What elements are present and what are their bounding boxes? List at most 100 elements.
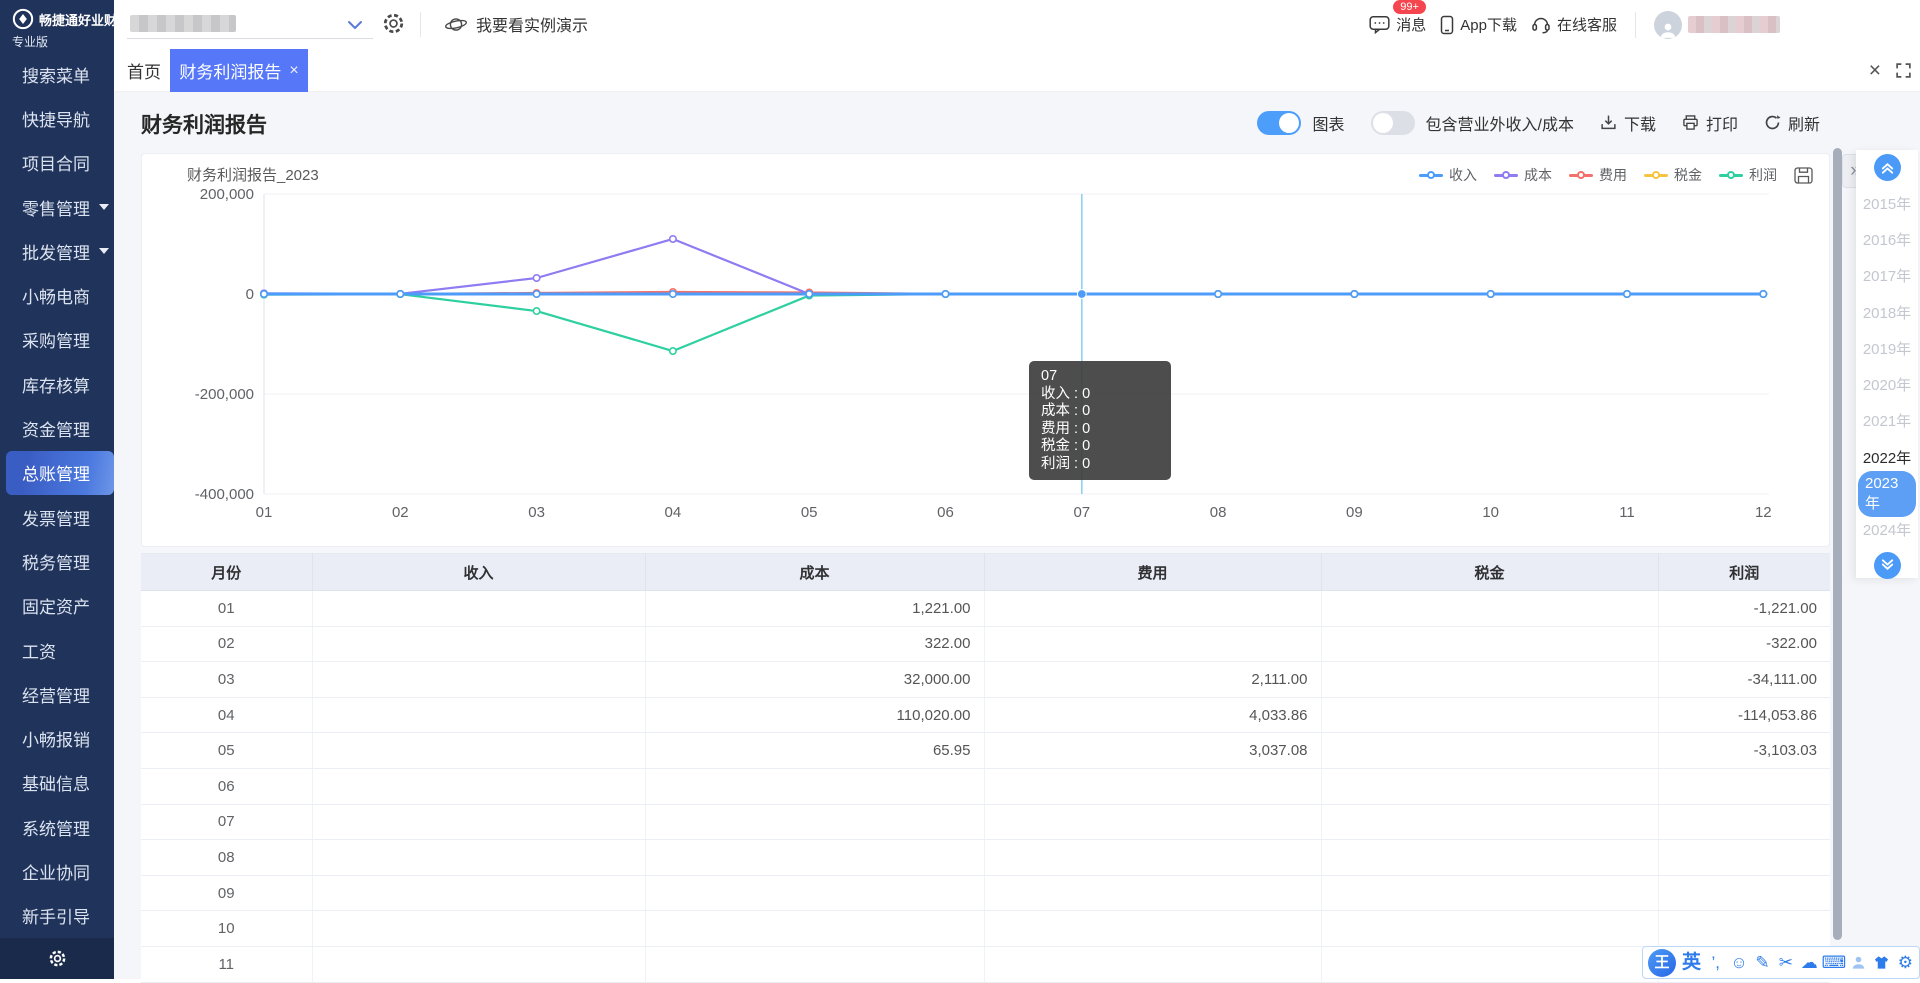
gear-icon[interactable] [382, 12, 405, 40]
legend-item-税金[interactable]: 税金 [1644, 165, 1702, 185]
legend-marker-icon [1644, 171, 1668, 180]
sidebar-item-快捷导航[interactable]: 快捷导航 [0, 96, 114, 140]
sidebar-item-小畅电商[interactable]: 小畅电商 [0, 273, 114, 317]
download-icon [1600, 114, 1617, 131]
sidebar-item-企业协同[interactable]: 企业协同 [0, 849, 114, 893]
svg-text:01: 01 [256, 504, 273, 521]
sidebar-item-项目合同[interactable]: 项目合同 [0, 141, 114, 185]
ime-punctuation-button[interactable]: ’, [1711, 953, 1720, 972]
app-download-button[interactable]: App下载 [1440, 14, 1517, 35]
chevron-down-icon [99, 204, 109, 211]
ime-emoji-button[interactable]: ☺ [1730, 953, 1748, 972]
legend-marker-icon [1419, 171, 1443, 180]
sidebar-item-库存核算[interactable]: 库存核算 [0, 362, 114, 406]
save-image-icon[interactable] [1794, 166, 1813, 184]
legend-item-成本[interactable]: 成本 [1494, 165, 1552, 185]
ime-keyboard-button[interactable]: ⌨ [1821, 953, 1847, 972]
cell-month: 05 [141, 732, 313, 769]
ime-handwriting-button[interactable]: ✎ [1755, 953, 1770, 972]
app-download-label: App下载 [1460, 17, 1517, 34]
chevron-down-icon[interactable] [347, 17, 363, 35]
tooltip-line: 成本 : 0 [1041, 403, 1091, 419]
legend-item-收入[interactable]: 收入 [1419, 165, 1477, 185]
ime-logo-wang[interactable]: 王 [1648, 948, 1676, 977]
messages-button[interactable]: 消息 99+ [1369, 0, 1426, 35]
ime-scissors-button[interactable]: ✂ [1778, 953, 1793, 972]
ime-skin-button[interactable] [1873, 955, 1890, 970]
sidebar-item-批发管理[interactable]: 批发管理 [0, 229, 114, 273]
cell-value: 4,033.86 [984, 697, 1322, 734]
ime-person-button[interactable] [1850, 955, 1867, 970]
cell-value [1321, 839, 1659, 876]
cell-month: 02 [141, 626, 313, 663]
year-item-2020年[interactable]: 2020年 [1858, 366, 1916, 402]
legend-item-费用[interactable]: 费用 [1569, 165, 1627, 185]
demo-link[interactable]: 我要看实例演示 [444, 12, 588, 36]
print-button[interactable]: 打印 [1682, 111, 1738, 135]
scroll-years-down-button[interactable] [1873, 551, 1901, 579]
cell-value: 1,221.00 [645, 590, 985, 627]
settings-gear-icon[interactable] [48, 949, 67, 968]
year-item-2015年[interactable]: 2015年 [1858, 185, 1916, 221]
year-label: 2015年 [1862, 195, 1912, 213]
svg-text:-400,000: -400,000 [195, 486, 254, 503]
vertical-scrollbar[interactable] [1833, 148, 1842, 940]
refresh-label: 刷新 [1787, 116, 1820, 134]
year-item-2017年[interactable]: 2017年 [1858, 258, 1916, 294]
year-item-2018年[interactable]: 2018年 [1858, 294, 1916, 330]
ime-lang-english[interactable]: 英 [1682, 952, 1702, 973]
tab-close-icon[interactable]: × [289, 61, 299, 79]
sidebar-footer [0, 938, 114, 979]
ime-cloud-button[interactable]: ☁ [1800, 953, 1818, 972]
cell-month: 01 [141, 590, 313, 627]
year-item-2019年[interactable]: 2019年 [1858, 330, 1916, 366]
year-item-2021年[interactable]: 2021年 [1858, 403, 1916, 439]
org-selector[interactable] [127, 38, 373, 39]
sidebar-item-工资[interactable]: 工资 [0, 628, 114, 672]
tab-home[interactable]: 首页 [118, 49, 170, 92]
year-label: 2016年 [1862, 231, 1912, 249]
cell-value [312, 875, 646, 912]
sidebar-item-搜索菜单[interactable]: 搜索菜单 [0, 52, 114, 96]
include-nonoperating-toggle[interactable] [1370, 110, 1415, 135]
sidebar-item-新手引导[interactable]: 新手引导 [0, 894, 114, 938]
sidebar-item-税务管理[interactable]: 税务管理 [0, 539, 114, 583]
sidebar-item-固定资产[interactable]: 固定资产 [0, 584, 114, 628]
sidebar-item-零售管理[interactable]: 零售管理 [0, 185, 114, 229]
sidebar-item-经营管理[interactable]: 经营管理 [0, 672, 114, 716]
cell-value [984, 804, 1322, 841]
support-button[interactable]: 在线客服 [1531, 14, 1617, 35]
tab-financial-profit-report[interactable]: 财务利润报告 × [170, 49, 308, 92]
ime-settings-button[interactable]: ⚙ [1897, 953, 1913, 972]
cell-month: 10 [141, 910, 313, 947]
chart-toggle[interactable] [1257, 110, 1302, 135]
year-item-2024年[interactable]: 2024年 [1858, 512, 1916, 548]
sidebar-item-系统管理[interactable]: 系统管理 [0, 805, 114, 849]
scroll-years-up-button[interactable] [1873, 154, 1901, 181]
svg-text:09: 09 [1346, 504, 1363, 521]
close-icon[interactable]: × [1868, 59, 1881, 82]
sidebar-item-label: 项目合同 [22, 155, 90, 175]
download-button[interactable]: 下载 [1600, 111, 1656, 135]
fullscreen-icon[interactable] [1895, 62, 1912, 79]
sidebar-item-发票管理[interactable]: 发票管理 [0, 495, 114, 539]
refresh-button[interactable]: 刷新 [1764, 111, 1820, 135]
sidebar-item-label: 新手引导 [22, 908, 90, 928]
year-item-2022年[interactable]: 2022年 [1858, 439, 1916, 475]
sidebar-item-总账管理[interactable]: 总账管理 [6, 450, 114, 495]
cell-value [312, 804, 646, 841]
svg-text:05: 05 [801, 504, 818, 521]
table-row: 09 [141, 875, 1830, 912]
sidebar-item-label: 基础信息 [22, 775, 90, 795]
year-item-2023年[interactable]: 2023年 [1858, 470, 1916, 517]
sidebar-item-基础信息[interactable]: 基础信息 [0, 761, 114, 805]
user-account[interactable] [1654, 10, 1780, 39]
sidebar-item-资金管理[interactable]: 资金管理 [0, 406, 114, 450]
year-item-2016年[interactable]: 2016年 [1858, 221, 1916, 257]
sidebar-item-小畅报销[interactable]: 小畅报销 [0, 716, 114, 760]
legend-item-利润[interactable]: 利润 [1719, 165, 1777, 185]
cell-value: 65.95 [645, 732, 985, 769]
cell-value: 2,111.00 [984, 661, 1322, 698]
sidebar-item-采购管理[interactable]: 采购管理 [0, 318, 114, 362]
